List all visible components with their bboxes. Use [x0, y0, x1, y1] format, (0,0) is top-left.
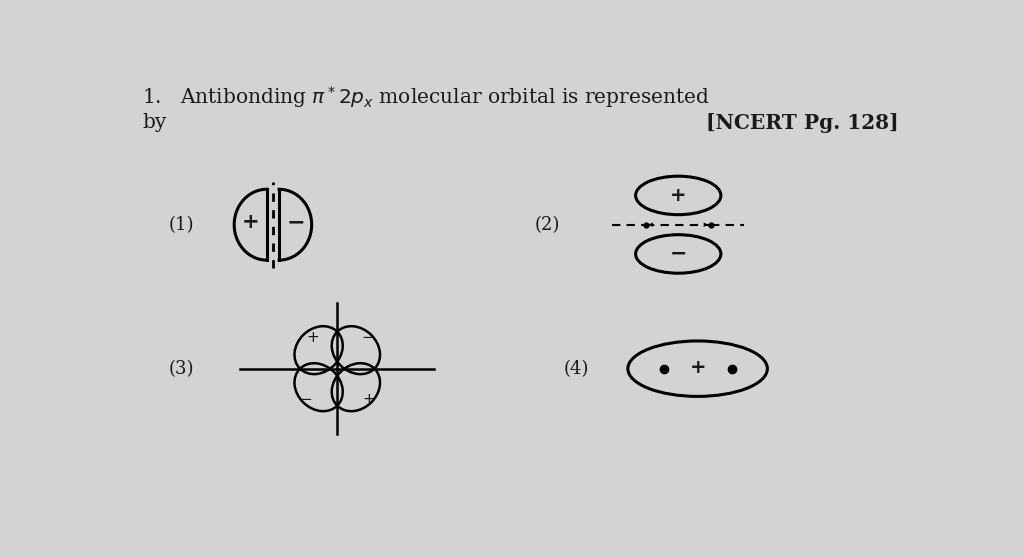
Text: 1.   Antibonding $\pi^*2p_x$ molecular orbital is represented: 1. Antibonding $\pi^*2p_x$ molecular orb… [142, 84, 710, 110]
Text: −: − [670, 244, 687, 264]
Text: +: + [689, 358, 706, 377]
Text: +: + [361, 392, 375, 407]
Text: (1): (1) [168, 216, 194, 234]
Text: by: by [142, 113, 166, 132]
Text: −: − [300, 392, 312, 407]
Text: (2): (2) [535, 216, 560, 234]
Text: +: + [306, 330, 318, 345]
Text: [NCERT Pg. 128]: [NCERT Pg. 128] [707, 113, 899, 133]
Text: (4): (4) [563, 360, 589, 378]
Text: −: − [361, 330, 375, 345]
Text: +: + [242, 212, 259, 232]
Text: −: − [287, 212, 305, 232]
Text: (3): (3) [168, 360, 194, 378]
Text: +: + [670, 186, 686, 205]
